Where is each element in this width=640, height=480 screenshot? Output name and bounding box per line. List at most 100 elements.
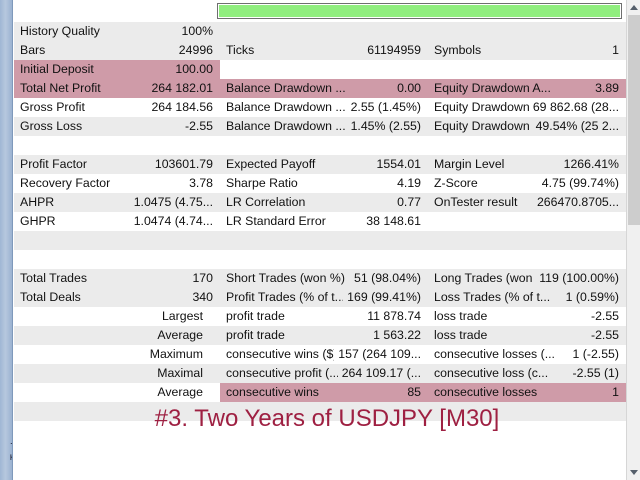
stat-cell[interactable] <box>220 60 428 79</box>
stat-label <box>220 60 417 79</box>
stat-cell[interactable]: Sharpe Ratio 4.19 <box>220 174 428 193</box>
stat-cell[interactable] <box>428 60 626 79</box>
stat-label <box>428 250 615 269</box>
table-row[interactable] <box>14 402 626 421</box>
strategy-tester-vertical-tab[interactable]: Strategy Tester <box>0 0 13 480</box>
stat-cell[interactable]: Maximum <box>14 345 220 364</box>
stat-label: Balance Drawdown ... <box>226 81 346 95</box>
stat-cell[interactable]: AHPR 1.0475 (4.75... <box>14 193 220 212</box>
stat-cell[interactable]: Gross Loss -2.55 <box>14 117 220 136</box>
stat-cell[interactable]: Profit Trades (% of t... 169 (99.41%) <box>220 288 428 307</box>
stat-cell[interactable] <box>428 250 626 269</box>
stat-cell[interactable]: LR Correlation 0.77 <box>220 193 428 212</box>
stat-cell[interactable]: Profit Factor 103601.79 <box>14 155 220 174</box>
stat-cell[interactable]: loss trade -2.55 <box>428 326 626 345</box>
table-row[interactable]: Gross Profit 264 184.56 Balance Drawdown .… <box>14 98 626 117</box>
stat-cell[interactable] <box>220 136 428 155</box>
stat-cell[interactable] <box>14 231 220 250</box>
stat-cell[interactable]: loss trade -2.55 <box>428 307 626 326</box>
table-row[interactable]: Profit Factor 103601.79 Expected Payoff 155… <box>14 155 626 174</box>
table-row[interactable]: Total Trades 170 Short Trades (won %) 51 (9… <box>14 269 626 288</box>
table-row[interactable]: Gross Loss -2.55 Balance Drawdown ... 1.45%… <box>14 117 626 136</box>
stat-cell[interactable]: Equity Drawdown R...49.54% (25 2... <box>428 117 626 136</box>
table-row[interactable]: Largest profit trade 11 878.74 loss trade -2… <box>14 307 626 326</box>
stat-cell[interactable]: consecutive wins 85 <box>220 383 428 402</box>
stat-cell[interactable]: Recovery Factor 3.78 <box>14 174 220 193</box>
stat-cell[interactable] <box>428 22 626 41</box>
stat-cell[interactable]: Average <box>14 326 220 345</box>
stat-cell[interactable]: Bars 24996 <box>14 41 220 60</box>
stat-label: Expected Payoff <box>226 157 316 171</box>
stat-cell[interactable] <box>428 231 626 250</box>
stat-cell[interactable]: LR Standard Error 38 148.61 <box>220 212 428 231</box>
stat-value: -2.55 (1) <box>572 366 619 380</box>
stat-cell[interactable]: Initial Deposit 100.00 <box>14 60 220 79</box>
table-row[interactable]: Maximum consecutive wins ($) 157 (264 109.… <box>14 345 626 364</box>
stat-cell[interactable]: consecutive losses (... 1 (-2.55) <box>428 345 626 364</box>
stat-cell[interactable] <box>428 212 626 231</box>
stat-cell[interactable]: Equity Drawdown ...69 862.68 (28... <box>428 98 626 117</box>
stat-cell[interactable]: GHPR 1.0474 (4.74... <box>14 212 220 231</box>
stat-cell[interactable]: Ticks 61194959 <box>220 41 428 60</box>
table-row[interactable]: Total Net Profit 264 182.01 Balance Drawdo… <box>14 79 626 98</box>
stat-cell[interactable]: Symbols 1 <box>428 41 626 60</box>
table-row[interactable]: AHPR 1.0475 (4.75... LR Correlation 0.77 OnT… <box>14 193 626 212</box>
stat-cell[interactable]: Gross Profit 264 184.56 <box>14 98 220 117</box>
stat-value: 49.54% (25 2... <box>535 119 619 133</box>
stat-label: Ticks <box>226 43 255 57</box>
stat-cell[interactable]: Margin Level 1266.41% <box>428 155 626 174</box>
table-row[interactable] <box>14 231 626 250</box>
stat-cell[interactable]: Balance Drawdown ... 2.55 (1.45%) <box>220 98 428 117</box>
stat-cell[interactable]: Total Trades 170 <box>14 269 220 288</box>
stat-cell[interactable]: Loss Trades (% of t... 1 (0.59%) <box>428 288 626 307</box>
stat-cell[interactable]: consecutive profit (... 264 109.17 (... <box>220 364 428 383</box>
scroll-up-button[interactable] <box>627 0 640 15</box>
stat-label: consecutive profit (... <box>226 366 338 380</box>
stat-cell[interactable]: consecutive loss (c... -2.55 (1) <box>428 364 626 383</box>
stat-cell[interactable]: History Quality 100% <box>14 22 220 41</box>
stat-cell[interactable]: consecutive losses 1 <box>428 383 626 402</box>
stat-label: Average <box>157 385 203 399</box>
stat-cell[interactable]: Maximal <box>14 364 220 383</box>
stat-cell[interactable] <box>428 136 626 155</box>
table-row[interactable]: Average profit trade 1 563.22 loss trade -2.… <box>14 326 626 345</box>
stat-cell[interactable]: Equity Drawdown A... 3.89 <box>428 79 626 98</box>
stat-cell[interactable]: Short Trades (won %) 51 (98.04%) <box>220 269 428 288</box>
stat-cell[interactable]: Total Deals 340 <box>14 288 220 307</box>
stat-cell[interactable]: Total Net Profit 264 182.01 <box>14 79 220 98</box>
table-row[interactable] <box>14 250 626 269</box>
table-row[interactable]: GHPR 1.0474 (4.74... LR Standard Error 38 1… <box>14 212 626 231</box>
table-row[interactable]: Initial Deposit 100.00 <box>14 60 626 79</box>
stat-label: Short Trades (won %) <box>226 271 345 285</box>
stat-cell[interactable] <box>220 231 428 250</box>
stat-cell[interactable] <box>220 250 428 269</box>
scrollbar-thumb[interactable] <box>628 15 640 225</box>
report-caption: #3. Two Years of USDJPY [M30] <box>154 405 500 432</box>
table-row[interactable]: History Quality 100% <box>14 22 626 41</box>
stat-cell[interactable]: consecutive wins ($) 157 (264 109... <box>220 345 428 364</box>
table-row[interactable]: Total Deals 340 Profit Trades (% of t... 16… <box>14 288 626 307</box>
stat-cell[interactable]: Long Trades (won %) 119 (100.00%) <box>428 269 626 288</box>
stat-cell[interactable]: Balance Drawdown ... 0.00 <box>220 79 428 98</box>
scroll-down-button[interactable] <box>627 465 640 480</box>
stat-value: 11 878.74 <box>367 309 421 323</box>
stat-cell[interactable]: Average <box>14 383 220 402</box>
stat-cell[interactable]: profit trade 11 878.74 <box>220 307 428 326</box>
stat-label: Initial Deposit <box>20 62 94 76</box>
stat-cell[interactable] <box>220 22 428 41</box>
stat-cell[interactable]: Expected Payoff 1554.01 <box>220 155 428 174</box>
stat-label: History Quality <box>20 24 100 38</box>
vertical-scrollbar[interactable] <box>626 0 640 480</box>
stat-cell[interactable]: Largest <box>14 307 220 326</box>
table-row[interactable] <box>14 136 626 155</box>
table-row[interactable]: Bars 24996 Ticks 61194959 Symbols 1 <box>14 41 626 60</box>
stat-cell[interactable]: OnTester result 266470.8705... <box>428 193 626 212</box>
stat-cell[interactable]: profit trade 1 563.22 <box>220 326 428 345</box>
table-row[interactable]: Average consecutive wins 85 consecutive los… <box>14 383 626 402</box>
table-row[interactable]: Recovery Factor 3.78 Sharpe Ratio 4.19 Z-Sco… <box>14 174 626 193</box>
stat-cell[interactable]: Balance Drawdown ... 1.45% (2.55) <box>220 117 428 136</box>
stat-cell[interactable] <box>14 250 220 269</box>
stat-cell[interactable] <box>14 136 220 155</box>
stat-cell[interactable]: Z-Score 4.75 (99.74%) <box>428 174 626 193</box>
table-row[interactable]: Maximal consecutive profit (... 264 109.17… <box>14 364 626 383</box>
